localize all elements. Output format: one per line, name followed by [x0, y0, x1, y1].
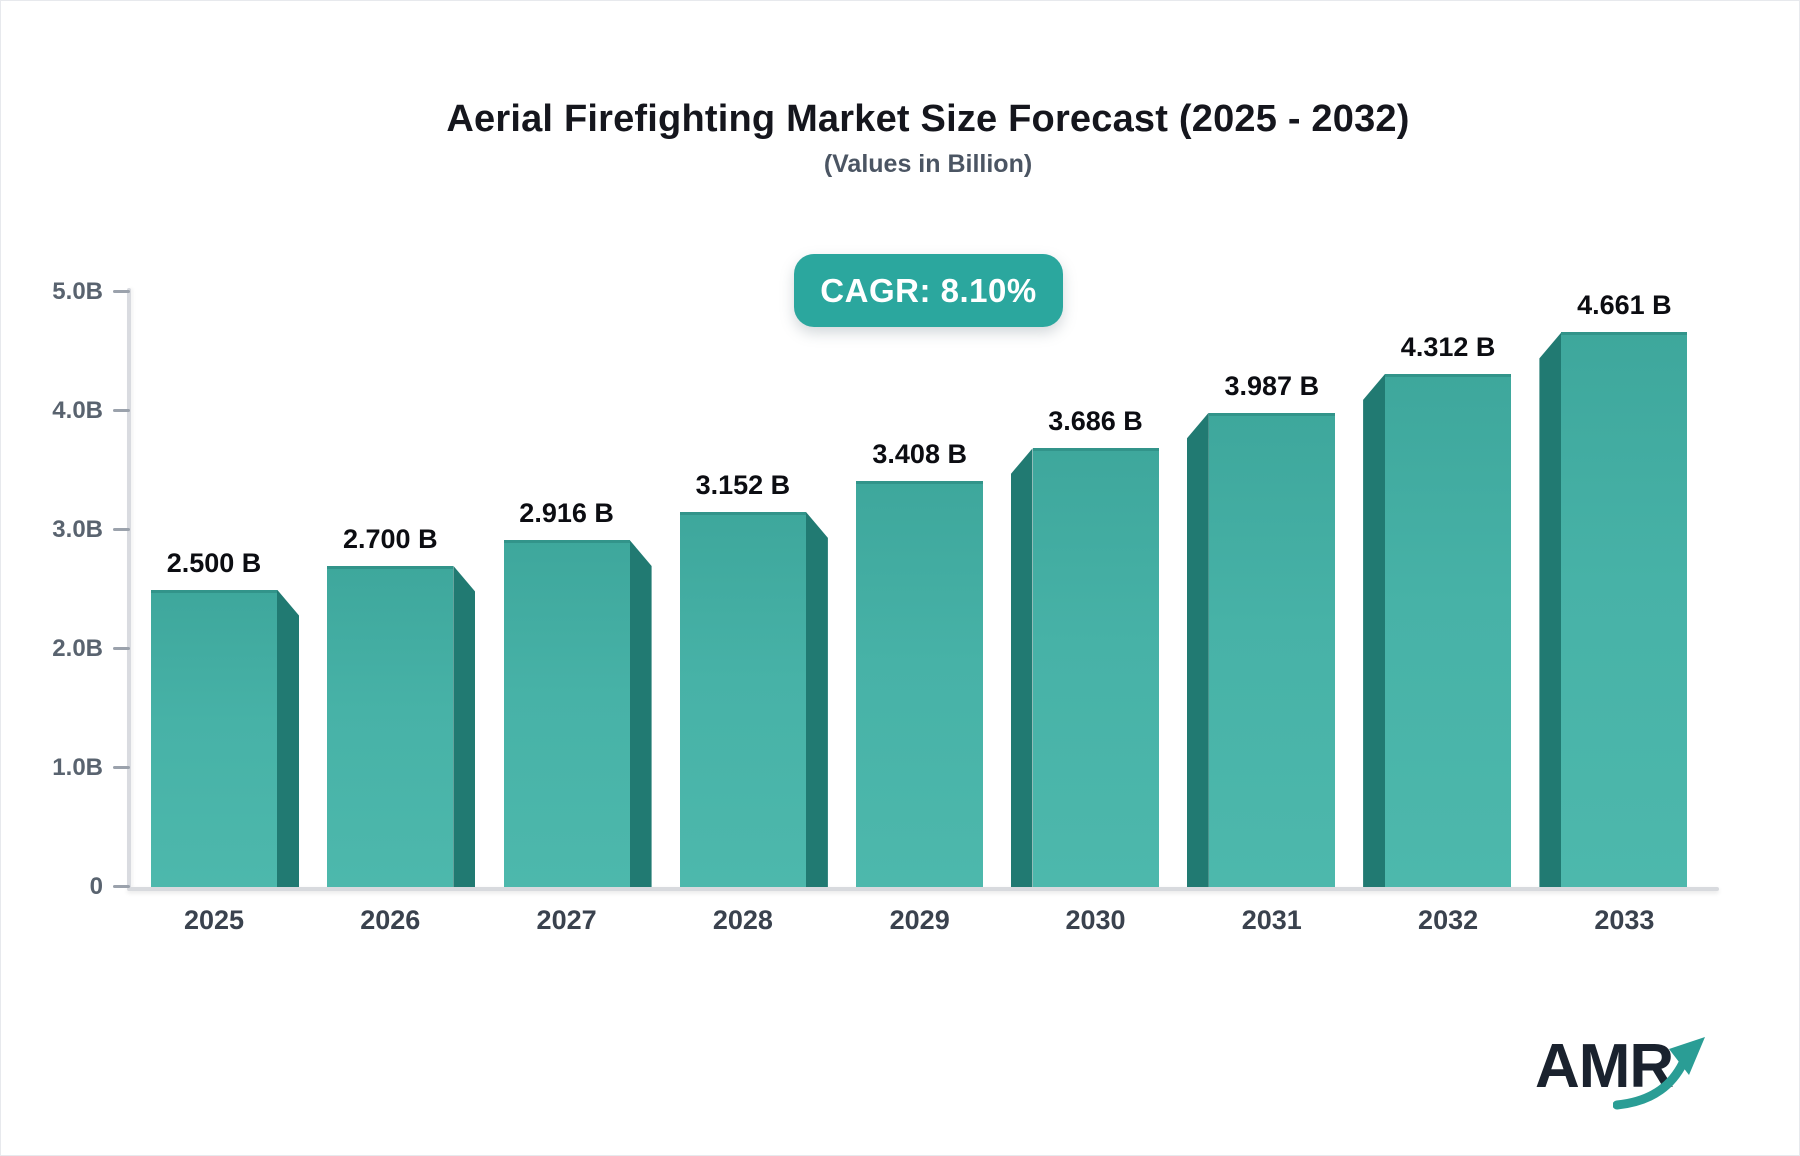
bar-side-2026 [453, 565, 476, 887]
bar-2025 [151, 589, 277, 887]
chart-title: Aerial Firefighting Market Size Forecast… [446, 98, 1410, 140]
bar-2032 [1385, 373, 1512, 887]
bar-2033 [1561, 332, 1688, 887]
bar-2028 [679, 511, 806, 887]
bar-side-2032 [1363, 373, 1386, 887]
y-tick-label-2.0B: 2.0B [52, 635, 103, 662]
y-tick-label-1.0B: 1.0B [52, 754, 103, 781]
x-axis-line [127, 887, 1719, 891]
bar-value-label-2026: 2.700 B [343, 523, 438, 554]
bar-2029 [856, 481, 984, 887]
amr-logo: AMR [1535, 1031, 1725, 1121]
cagr-badge-label: CAGR: 8.10% [820, 271, 1037, 309]
y-tick-mark [113, 766, 130, 769]
x-axis-label-2030: 2030 [1065, 905, 1126, 935]
growth-arrow-icon [1613, 1037, 1705, 1110]
y-tick-mark [113, 290, 130, 293]
y-tick-label-3.0B: 3.0B [52, 516, 103, 543]
x-axis-label-2029: 2029 [889, 905, 950, 935]
bar-value-label-2033: 4.661 B [1577, 290, 1672, 321]
y-tick-label-0: 0 [89, 873, 103, 900]
bar-value-label-2025: 2.500 B [166, 547, 262, 578]
bar-side-2031 [1186, 412, 1209, 887]
cagr-badge: CAGR: 8.10% [794, 254, 1063, 327]
bar-2026 [327, 565, 454, 887]
x-axis-label-2025: 2025 [183, 905, 245, 935]
bar-value-label-2030: 3.686 B [1048, 406, 1143, 437]
y-tick-label-5.0B: 5.0B [52, 278, 103, 305]
x-axis-label-2033: 2033 [1594, 905, 1655, 935]
bar-2031 [1208, 412, 1335, 887]
y-tick-mark [113, 528, 130, 531]
chart-subtitle: (Values in Billion) [823, 150, 1033, 178]
x-axis-label-2026: 2026 [360, 905, 421, 935]
y-axis-line [127, 288, 131, 889]
bar-side-2025 [277, 589, 299, 887]
amr-logo-text: AMR [1535, 1032, 1674, 1101]
bar-value-label-2027: 2.916 B [519, 497, 614, 528]
y-tick-label-4.0B: 4.0B [52, 397, 103, 424]
bar-side-2033 [1539, 332, 1562, 887]
bar-value-label-2032: 4.312 B [1400, 331, 1496, 362]
bar-value-label-2031: 3.987 B [1224, 370, 1320, 401]
y-tick-mark [113, 647, 130, 650]
x-axis-label-2027: 2027 [536, 905, 597, 935]
x-axis-label-2031: 2031 [1241, 905, 1302, 935]
x-axis-label-2028: 2028 [712, 905, 773, 935]
bar-value-label-2028: 3.152 B [695, 469, 791, 500]
y-tick-mark [113, 409, 130, 412]
bar-side-2030 [1010, 448, 1033, 887]
bar-2030 [1032, 448, 1159, 887]
bar-side-2028 [805, 511, 828, 887]
bar-value-label-2029: 3.408 B [872, 439, 967, 470]
bar-side-2027 [629, 539, 652, 887]
x-axis-label-2032: 2032 [1418, 905, 1479, 935]
y-tick-mark [113, 885, 130, 888]
bar-2027 [503, 539, 630, 887]
